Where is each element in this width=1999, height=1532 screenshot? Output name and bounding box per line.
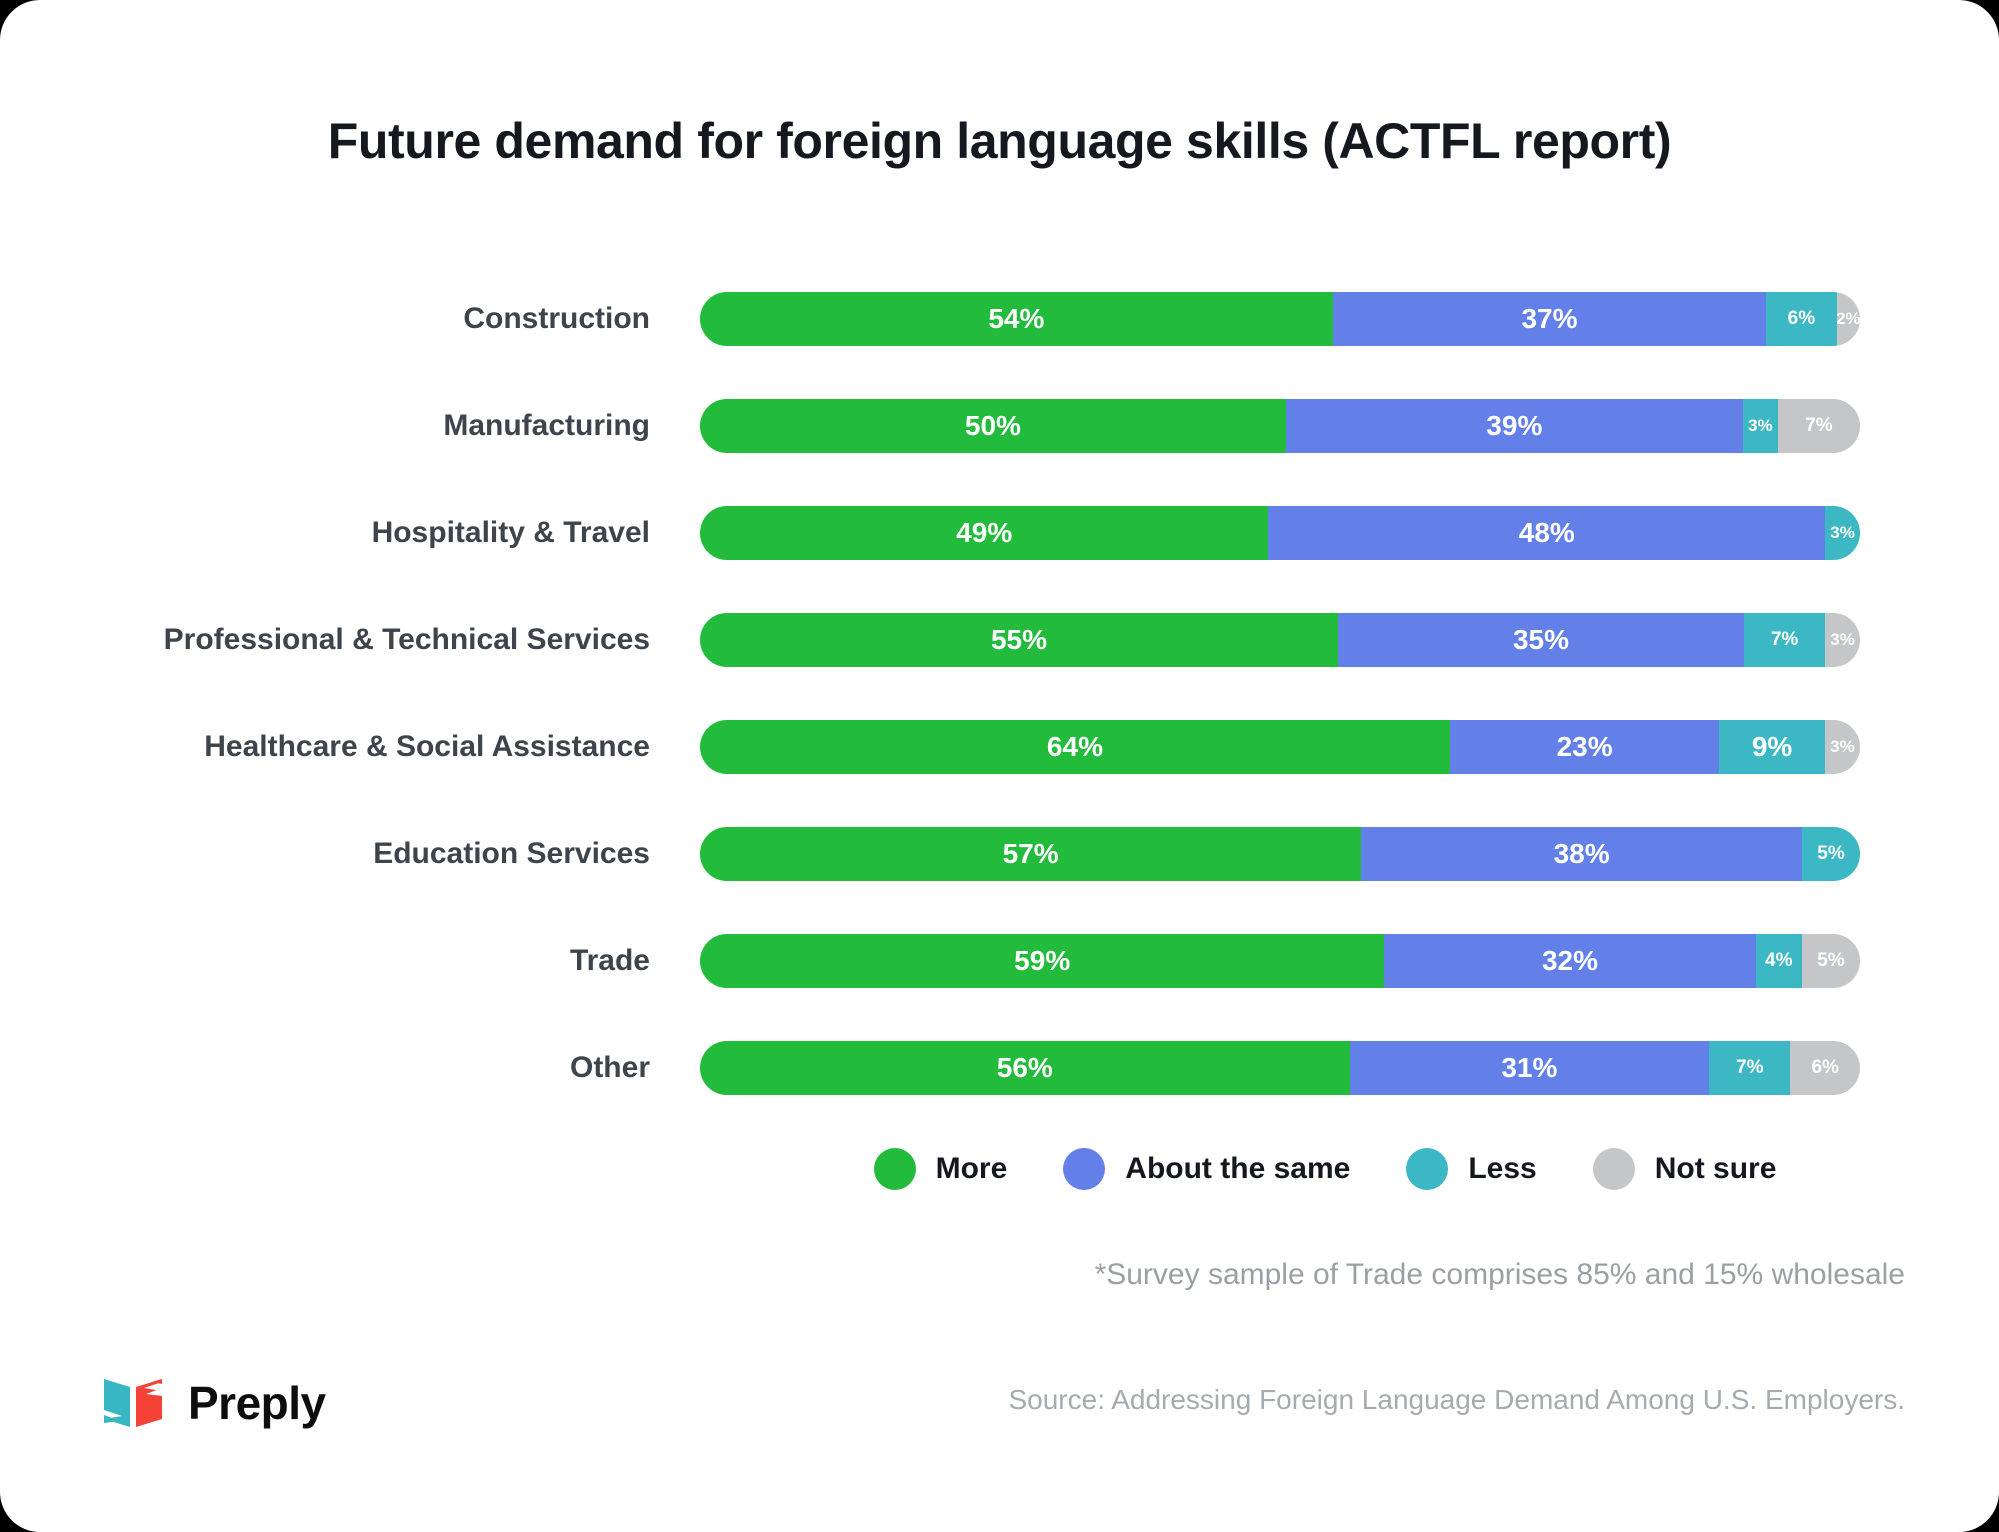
legend-swatch-icon: [1063, 1148, 1106, 1190]
legend-swatch-icon: [1592, 1148, 1635, 1190]
bar-segment-about-the-same: 38%: [1361, 827, 1802, 881]
category-label: Professional & Technical Services: [163, 623, 650, 656]
category-label: Manufacturing: [443, 409, 650, 442]
bar-segment-about-the-same: 48%: [1268, 506, 1826, 560]
bar-segment-about-the-same: 32%: [1384, 934, 1756, 988]
bar-segment-not-sure: 5%: [1801, 934, 1860, 988]
bar-segment-more: 64%: [700, 720, 1450, 774]
bar-segment-less: 3%: [1825, 506, 1860, 560]
bar-segment-more: 50%: [700, 399, 1286, 453]
category-label: Other: [569, 1051, 650, 1084]
chart-row: Manufacturing 50% 39% 3% 7%: [0, 399, 1999, 506]
stacked-bar: 49% 48% 3%: [700, 506, 1860, 560]
bar-segment-about-the-same: 35%: [1338, 613, 1744, 667]
page-title: Future demand for foreign language skill…: [327, 113, 1672, 169]
bar-segment-less: 9%: [1719, 720, 1825, 774]
bar-segment-not-sure: 3%: [1824, 720, 1860, 774]
bar-segment-about-the-same: 37%: [1332, 292, 1767, 346]
stacked-bar: 54% 37% 6% 2%: [700, 292, 1860, 346]
bar-segment-about-the-same: 31%: [1349, 1041, 1710, 1095]
stacked-bar: 55% 35% 7% 3%: [700, 613, 1860, 667]
bar-segment-less: 4%: [1755, 934, 1802, 988]
stacked-bar: 56% 31% 7% 6%: [700, 1041, 1860, 1095]
category-label: Trade: [569, 944, 650, 977]
chart-row: Hospitality & Travel 49% 48% 3%: [0, 506, 1999, 613]
bar-segment-not-sure: 2%: [1836, 292, 1860, 346]
chart-row: Healthcare & Social Assistance 64% 23% 9% 3%: [0, 720, 1999, 827]
category-label: Construction: [463, 302, 650, 335]
legend-label: More: [935, 1152, 1008, 1185]
preply-logo: Preply: [100, 1370, 326, 1436]
source-text: Source: Addressing Foreign Language Dema…: [1008, 1384, 1905, 1415]
bar-segment-less: 3%: [1742, 399, 1778, 453]
bar-segment-more: 54%: [700, 292, 1333, 346]
legend-label: Not sure: [1654, 1152, 1777, 1185]
bar-segment-more: 49%: [700, 506, 1269, 560]
bar-segment-more: 56%: [700, 1041, 1350, 1095]
chart-row: Other 56% 31% 7% 6%: [0, 1041, 1999, 1148]
legend-item[interactable]: More: [873, 1148, 1008, 1190]
stacked-bar-chart: Construction 54% 37% 6% 2% Manufacturing 50% 39…: [0, 292, 1999, 1148]
bar-segment-less: 7%: [1744, 613, 1826, 667]
chart-row: Education Services 57% 38% 5%: [0, 827, 1999, 934]
bar-segment-not-sure: 7%: [1777, 399, 1860, 453]
chart-legend: More About the same Less Not sure: [745, 1148, 1905, 1190]
bar-segment-not-sure: 3%: [1825, 613, 1860, 667]
bar-segment-more: 59%: [700, 934, 1385, 988]
preply-logo-icon: [104, 1379, 162, 1427]
category-label: Education Services: [373, 837, 650, 870]
stacked-bar: 50% 39% 3% 7%: [700, 399, 1860, 453]
legend-label: About the same: [1125, 1152, 1351, 1185]
category-label: Hospitality & Travel: [371, 516, 650, 549]
bar-segment-less: 6%: [1766, 292, 1837, 346]
legend-item[interactable]: Less: [1406, 1148, 1537, 1190]
legend-swatch-icon: [873, 1148, 916, 1190]
bar-segment-about-the-same: 39%: [1285, 399, 1743, 453]
bar-segment-not-sure: 6%: [1790, 1041, 1860, 1095]
legend-swatch-icon: [1406, 1148, 1449, 1190]
stacked-bar: 57% 38% 5%: [700, 827, 1860, 881]
chart-row: Trade 59% 32% 4% 5%: [0, 934, 1999, 1041]
legend-item[interactable]: About the same: [1063, 1148, 1350, 1190]
stacked-bar: 59% 32% 4% 5%: [700, 934, 1860, 988]
preply-wordmark: Preply: [188, 1377, 326, 1429]
bar-segment-more: 55%: [700, 613, 1338, 667]
legend-label: Less: [1468, 1152, 1537, 1185]
footnote-text: *Survey sample of Trade comprises 85% an…: [1094, 1258, 1905, 1291]
chart-row: Professional & Technical Services 55% 35% 7…: [0, 613, 1999, 720]
stacked-bar: 64% 23% 9% 3%: [700, 720, 1860, 774]
legend-item[interactable]: Not sure: [1592, 1148, 1777, 1190]
bar-segment-less: 5%: [1801, 827, 1860, 881]
chart-row: Construction 54% 37% 6% 2%: [0, 292, 1999, 399]
bar-segment-about-the-same: 23%: [1449, 720, 1720, 774]
bar-segment-less: 7%: [1709, 1041, 1791, 1095]
category-label: Healthcare & Social Assistance: [204, 730, 650, 763]
bar-segment-more: 57%: [700, 827, 1362, 881]
